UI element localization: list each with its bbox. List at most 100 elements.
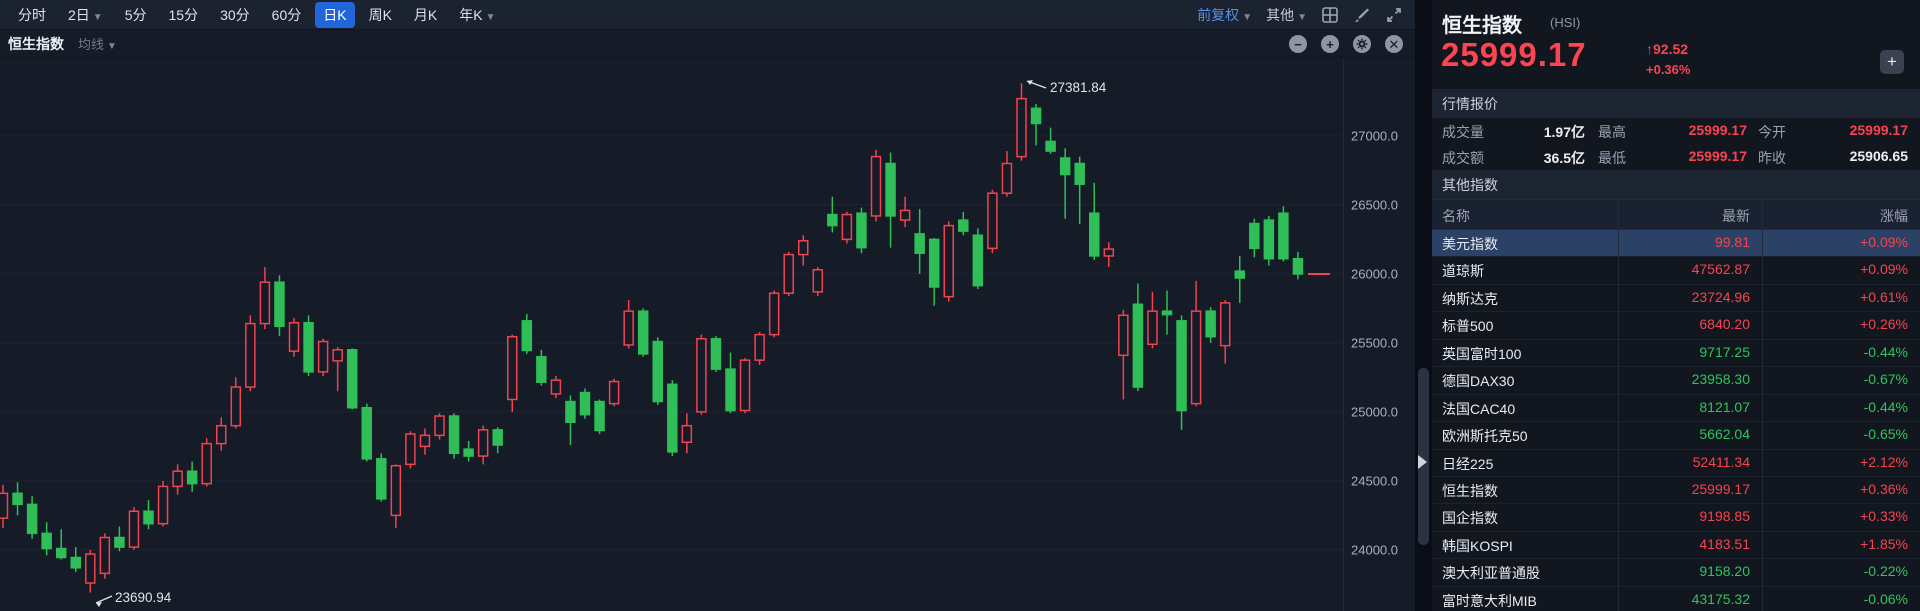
zoom-in-icon[interactable]: + (1321, 35, 1339, 53)
period-tab-周K[interactable]: 周K (368, 6, 392, 23)
index-last: 23724.96 (1691, 288, 1750, 305)
index-row-德国DAX30[interactable]: 德国DAX30 23958.30 -0.67% (1432, 367, 1920, 395)
quote-label: 最低 (1598, 150, 1626, 166)
index-last: 5662.04 (1699, 426, 1750, 443)
panel-collapse-arrow-icon[interactable] (1418, 455, 1427, 469)
candle-body (1016, 97, 1027, 158)
candle-body (972, 234, 984, 287)
index-change: -0.22% (1863, 563, 1908, 580)
candle-body (710, 338, 722, 370)
index-row-韩国KOSPI[interactable]: 韩国KOSPI 4183.51 +1.85% (1432, 532, 1920, 560)
table-header-change: 涨幅 (1880, 208, 1908, 224)
candle-body (958, 219, 969, 232)
index-row-标普500[interactable]: 标普500 6840.20 +0.26% (1432, 312, 1920, 340)
settings-gear-icon[interactable] (1353, 35, 1371, 53)
layout-grid-icon[interactable] (1321, 6, 1339, 24)
candle-body (1249, 222, 1260, 250)
other-dropdown[interactable]: 其他 ▼ (1266, 5, 1307, 25)
candle-body (885, 162, 896, 217)
index-name: 国企指数 (1442, 510, 1498, 527)
period-tab-分时[interactable]: 分时 (18, 6, 46, 23)
index-row-恒生指数[interactable]: 恒生指数 25999.17 +0.36% (1432, 477, 1920, 505)
y-axis-tick-label: 24000.0 (1351, 542, 1398, 557)
quote-label: 成交量 (1442, 124, 1484, 140)
candle-body (1161, 310, 1173, 316)
chart-zone: 27000.0 26500.0 26000.0 25500.0 25000.0 24500… (0, 0, 1415, 611)
index-last: 23958.30 (1691, 371, 1750, 388)
period-tab-日K[interactable]: 日K (315, 1, 355, 28)
period-tab-2日[interactable]: 2日 ▼ (68, 6, 103, 23)
index-row-国企指数[interactable]: 国企指数 9198.85 +0.33% (1432, 504, 1920, 532)
index-last: 52411.34 (1692, 453, 1750, 470)
index-change: +0.36% (1860, 480, 1908, 497)
candle-body (1001, 162, 1013, 194)
index-change: -0.44% (1863, 398, 1908, 415)
candle-body (259, 281, 271, 325)
index-row-日经225[interactable]: 日经225 52411.34 +2.12% (1432, 450, 1920, 477)
candle-body (492, 429, 503, 446)
max-price-annotation: 27381.84 (1050, 80, 1107, 95)
index-row-法国CAC40[interactable]: 法国CAC40 8121.07 -0.44% (1432, 395, 1920, 423)
candle-body (550, 379, 562, 395)
chevron-down-icon: ▼ (485, 11, 496, 23)
chevron-down-icon: ▼ (1242, 11, 1253, 23)
candle-body (667, 383, 678, 453)
y-axis-tick-label: 27000.0 (1351, 128, 1398, 143)
candlestick-chart[interactable]: 27000.0 26500.0 26000.0 25500.0 25000.0 24500… (0, 0, 1415, 611)
candle-body (0, 492, 9, 519)
table-header: 名称 最新 涨幅 (1432, 200, 1920, 230)
period-tab-30分[interactable]: 30分 (220, 6, 250, 23)
period-tab-年K[interactable]: 年K ▼ (459, 6, 496, 23)
candle-body (943, 224, 954, 298)
index-last: 9717.25 (1699, 343, 1750, 360)
candle-body (332, 349, 343, 362)
candle-body (681, 424, 693, 444)
brush-icon[interactable] (1353, 6, 1371, 24)
candle-body (41, 532, 52, 550)
adjust-mode-dropdown[interactable]: 前复权 ▼ (1197, 5, 1252, 25)
price-change: ↑92.52 (1646, 41, 1689, 57)
adjust-mode-label: 前复权 (1197, 6, 1240, 23)
index-row-道琼斯[interactable]: 道琼斯 47562.87 +0.09% (1432, 257, 1920, 285)
symbol-toolbar: 恒生指数 均线 ▼ − + ✕ (0, 31, 1415, 58)
candle-body (288, 322, 300, 352)
candle-body (405, 433, 416, 466)
index-row-富时意大利MIB[interactable]: 富时意大利MIB 43175.32 -0.06% (1432, 587, 1920, 611)
up-arrow-icon: ↑ (1646, 41, 1653, 57)
period-tab-15分[interactable]: 15分 (168, 6, 199, 23)
quote-row: 成交额 36.5亿 最低 25999.17 昨收 25906.65 (1432, 144, 1920, 170)
period-tab-60分[interactable]: 60分 (271, 6, 302, 23)
candle-body (172, 470, 183, 488)
index-row-纳斯达克[interactable]: 纳斯达克 23724.96 +0.61% (1432, 285, 1920, 313)
index-name: 德国DAX30 (1442, 373, 1515, 390)
chevron-down-icon: ▼ (1297, 11, 1307, 23)
ma-dropdown[interactable]: 均线 ▼ (78, 37, 117, 52)
index-row-欧洲斯托克50[interactable]: 欧洲斯托克50 5662.04 -0.65% (1432, 422, 1920, 450)
index-row-英国富时100[interactable]: 英国富时100 9717.25 -0.44% (1432, 340, 1920, 368)
candle-body (623, 310, 634, 346)
index-last: 99.81 (1714, 234, 1750, 250)
section-header-other-indices: 其他指数 (1432, 170, 1920, 200)
zoom-out-icon[interactable]: − (1289, 35, 1307, 53)
index-code: (HSI) (1550, 15, 1581, 30)
y-axis-tick-label: 25000.0 (1351, 404, 1398, 419)
candle-body (914, 233, 925, 254)
candle-body (128, 510, 140, 548)
candle-body (1045, 140, 1056, 152)
close-icon[interactable]: ✕ (1385, 35, 1403, 53)
index-change: +0.09% (1860, 261, 1908, 278)
candle-body (1176, 320, 1187, 412)
quote-value: 25999.17 (1688, 148, 1747, 164)
fullscreen-icon[interactable] (1385, 6, 1403, 24)
period-tab-月K[interactable]: 月K (413, 6, 438, 23)
index-last: 9158.20 (1699, 563, 1750, 580)
index-table: 美元指数 99.81 +0.09% 道琼斯 47562.87 +0.09% 纳斯达克 2372… (1432, 230, 1920, 611)
index-row-澳大利亚普通股[interactable]: 澳大利亚普通股 9158.20 -0.22% (1432, 559, 1920, 587)
add-to-watchlist-button[interactable]: + (1880, 50, 1904, 74)
period-tab-5分[interactable]: 5分 (124, 6, 147, 23)
table-header-last: 最新 (1722, 208, 1750, 224)
candle-body (1292, 257, 1304, 275)
index-row-美元指数[interactable]: 美元指数 99.81 +0.09% (1432, 230, 1920, 258)
index-change: -0.06% (1863, 590, 1908, 607)
